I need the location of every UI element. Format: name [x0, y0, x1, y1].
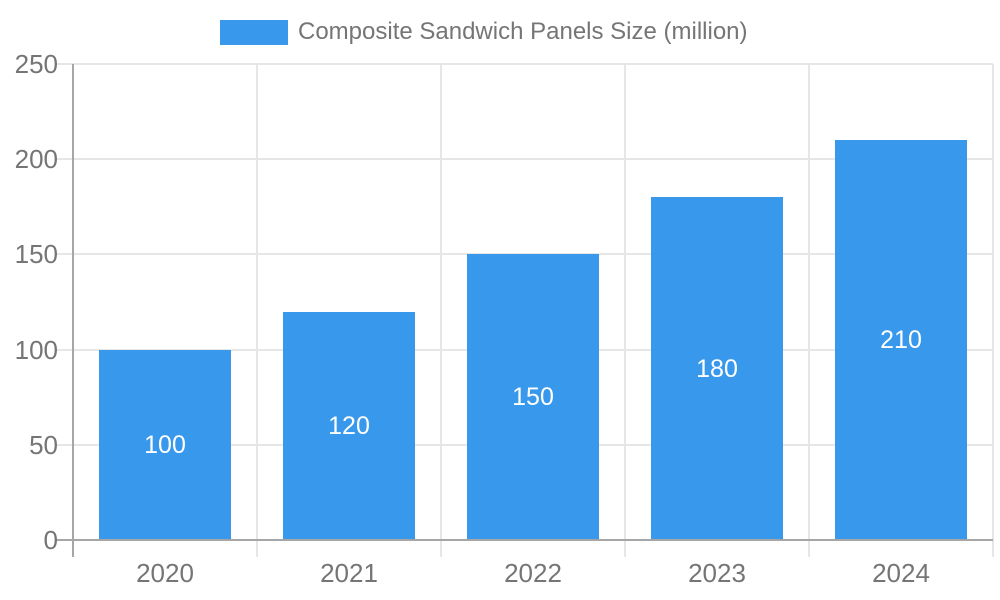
y-tick-label: 100: [14, 334, 58, 365]
legend-label: Composite Sandwich Panels Size (million): [298, 18, 748, 45]
legend-swatch-icon: [220, 19, 288, 45]
y-tick-label: 150: [14, 239, 58, 270]
bar-value-label: 150: [512, 383, 554, 412]
bar-value-label: 210: [880, 326, 922, 355]
v-gridline: [808, 64, 810, 557]
bar-2024[interactable]: 210: [835, 140, 967, 540]
x-axis-line: [56, 539, 993, 541]
v-gridline: [256, 64, 258, 557]
y-axis-line: [72, 64, 74, 557]
y-tick-label: 0: [43, 525, 58, 555]
v-gridline: [992, 64, 994, 557]
v-gridline: [440, 64, 442, 557]
y-tick-label: 250: [14, 49, 58, 79]
bar-2023[interactable]: 180: [651, 197, 783, 540]
v-gridline: [624, 64, 626, 557]
x-tick-label: 2024: [872, 558, 930, 588]
bar-2020[interactable]: 100: [99, 349, 231, 540]
x-tick-label: 2021: [320, 558, 378, 588]
y-tick-label: 50: [29, 429, 58, 460]
h-gridline: [56, 63, 993, 65]
bar-value-label: 180: [696, 354, 738, 383]
bar-2021[interactable]: 120: [283, 311, 415, 540]
bar-value-label: 100: [144, 430, 186, 459]
y-tick-label: 200: [14, 144, 58, 175]
x-tick-label: 2023: [688, 558, 746, 588]
bar-2022[interactable]: 150: [467, 254, 599, 540]
x-tick-label: 2020: [136, 558, 194, 588]
x-tick-label: 2022: [504, 558, 562, 588]
legend-item[interactable]: Composite Sandwich Panels Size (million): [220, 15, 748, 49]
bar-value-label: 120: [328, 411, 370, 440]
h-gridline: [56, 158, 993, 161]
